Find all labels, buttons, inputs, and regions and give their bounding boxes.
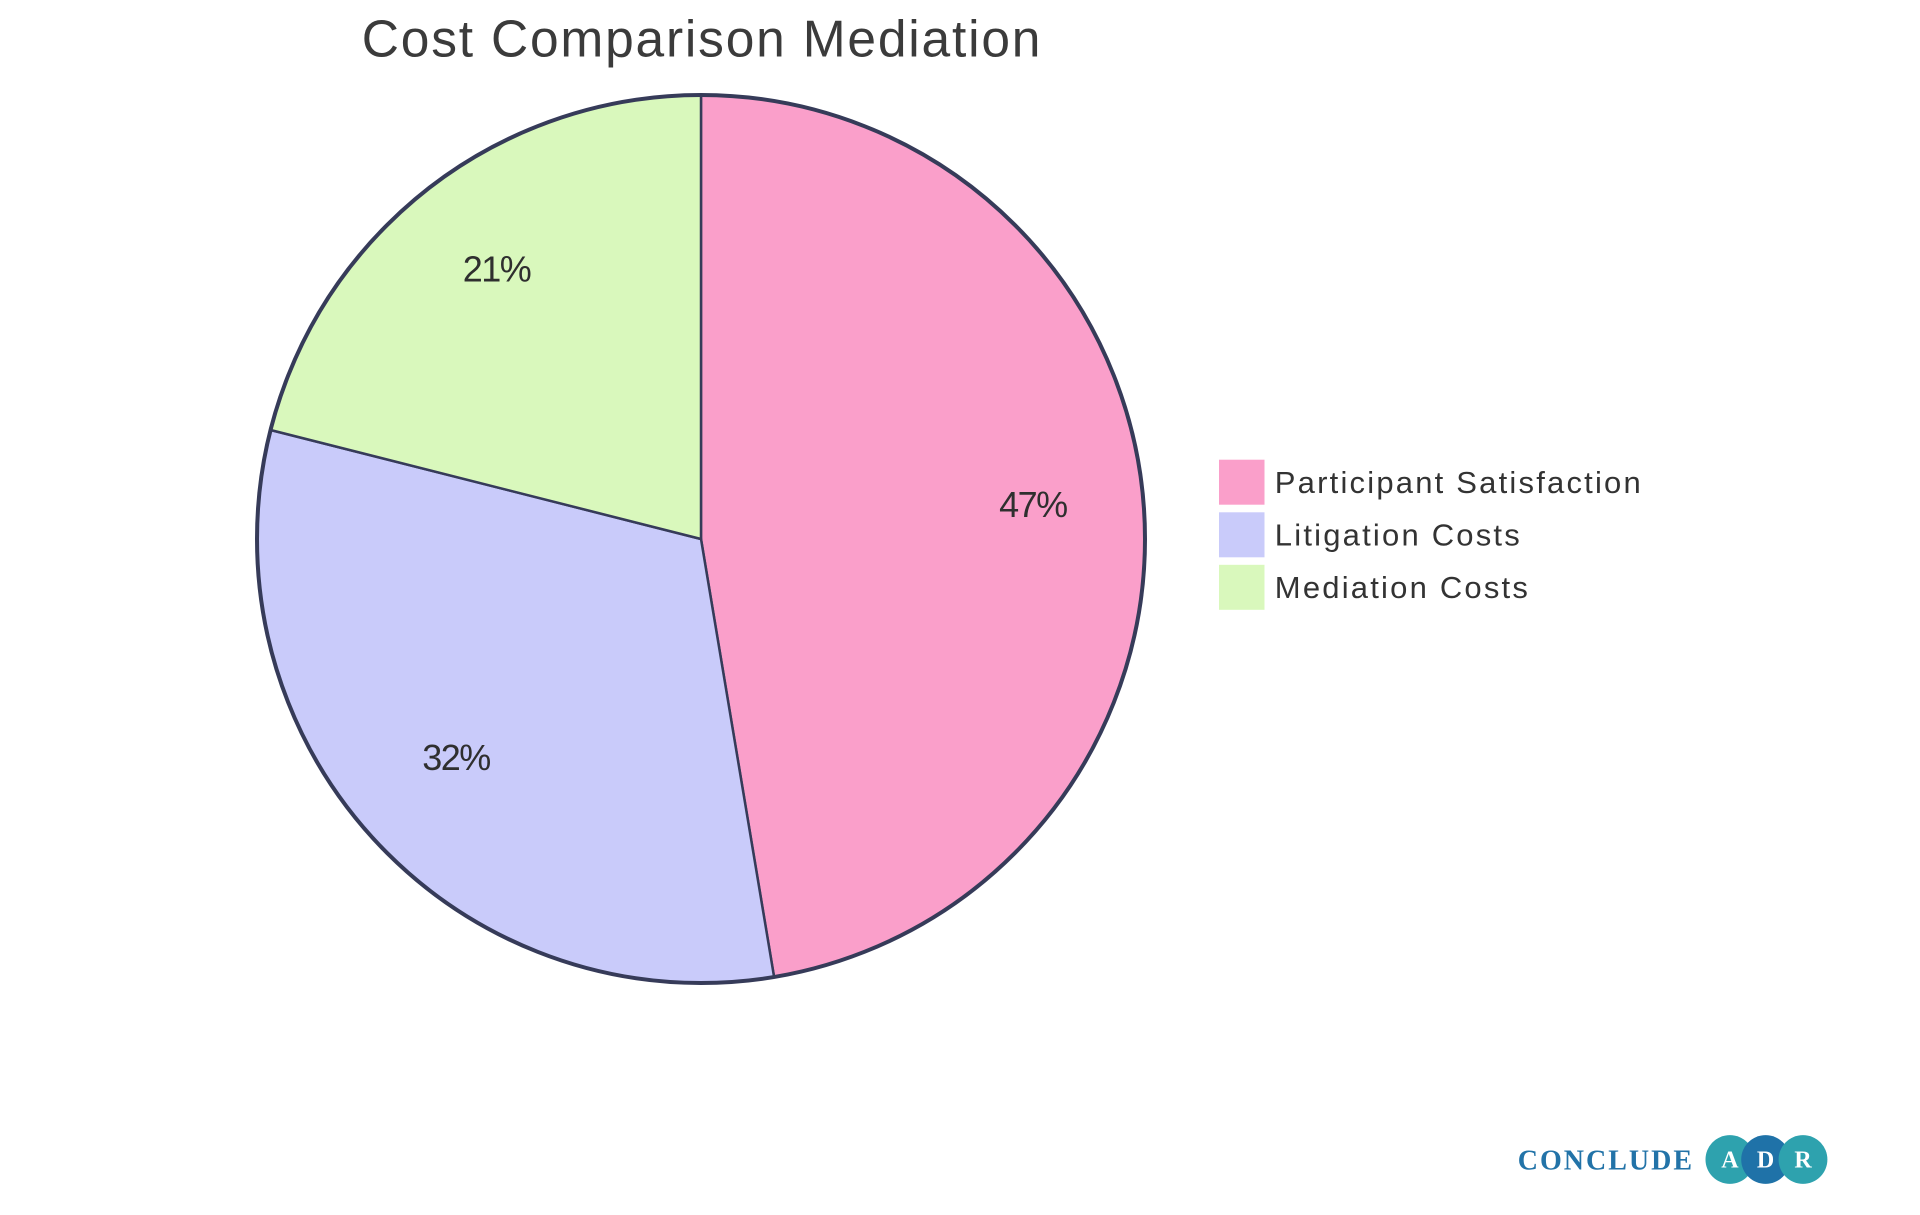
svg-text:A: A	[1721, 1148, 1739, 1174]
svg-text:47%: 47%	[999, 484, 1067, 525]
svg-text:D: D	[1757, 1148, 1774, 1174]
svg-text:Participant Satisfaction: Participant Satisfaction	[1275, 465, 1643, 500]
svg-text:21%: 21%	[463, 249, 531, 290]
svg-text:32%: 32%	[422, 737, 490, 778]
svg-text:Mediation Costs: Mediation Costs	[1275, 570, 1530, 605]
svg-text:Cost Comparison Mediation: Cost Comparison Mediation	[362, 10, 1042, 68]
svg-text:CONCLUDE: CONCLUDE	[1518, 1145, 1694, 1176]
svg-text:Litigation Costs: Litigation Costs	[1275, 518, 1522, 553]
svg-text:R: R	[1794, 1148, 1812, 1174]
